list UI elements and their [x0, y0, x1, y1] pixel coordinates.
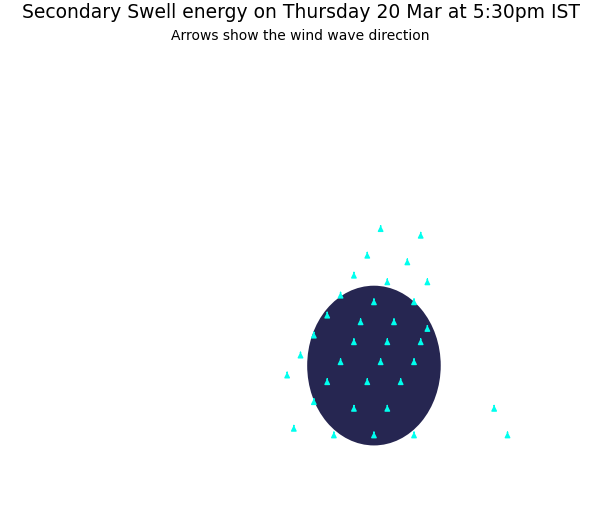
- Text: Secondary Swell energy on Thursday 20 Mar at 5:30pm IST: Secondary Swell energy on Thursday 20 Ma…: [22, 4, 579, 23]
- Ellipse shape: [307, 286, 441, 445]
- Text: Arrows show the wind wave direction: Arrows show the wind wave direction: [171, 29, 430, 43]
